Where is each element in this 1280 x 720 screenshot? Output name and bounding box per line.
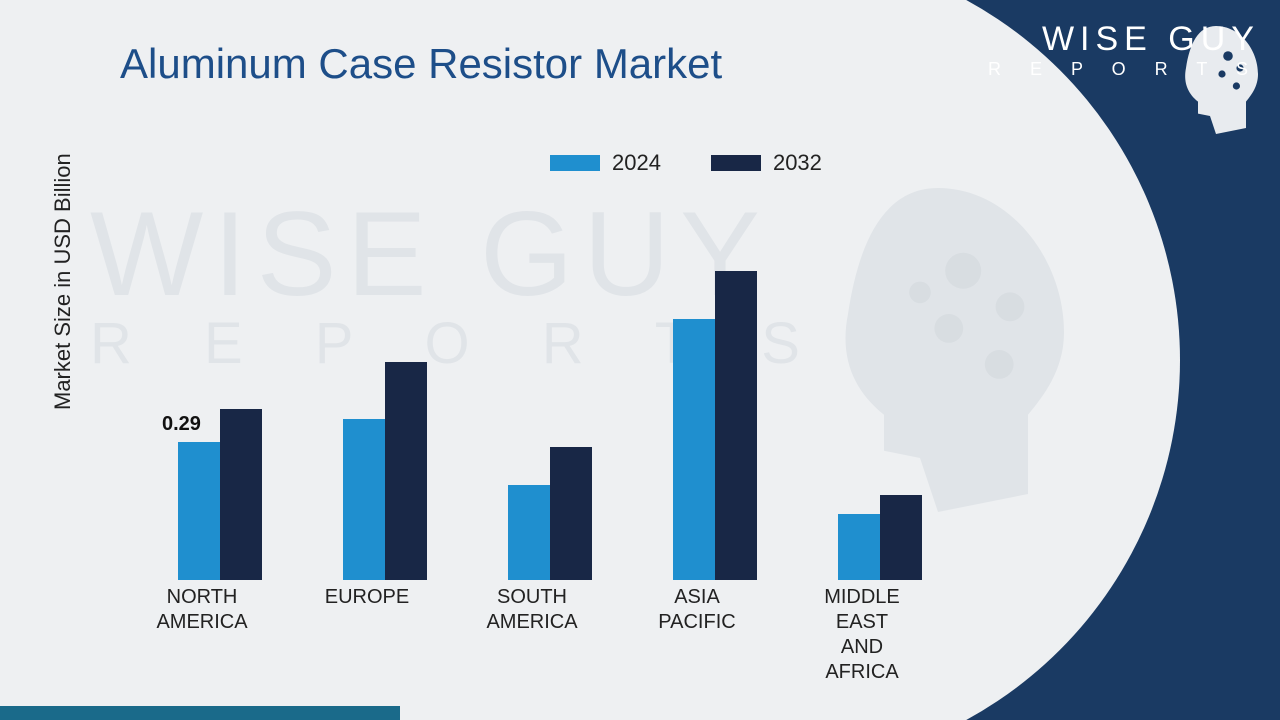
bar bbox=[880, 495, 922, 581]
legend: 2024 2032 bbox=[550, 150, 822, 176]
bar bbox=[838, 514, 880, 581]
x-category-label: EUROPE bbox=[307, 585, 427, 610]
legend-label-2024: 2024 bbox=[612, 150, 661, 176]
legend-swatch-2032 bbox=[711, 155, 761, 171]
bar bbox=[550, 447, 592, 580]
plot-area: 0.29 bbox=[130, 200, 970, 580]
bar bbox=[385, 362, 427, 581]
x-category-label: MIDDLEEASTANDAFRICA bbox=[802, 585, 922, 685]
x-category-label: NORTHAMERICA bbox=[142, 585, 262, 635]
legend-item-2032: 2032 bbox=[711, 150, 822, 176]
bar bbox=[715, 271, 757, 580]
brand-logo: WISE GUY R E P O R T S bbox=[988, 20, 1260, 80]
bar-group bbox=[490, 447, 610, 580]
bar bbox=[673, 319, 715, 580]
logo-line1: WISE GUY bbox=[988, 20, 1260, 59]
x-category-label: ASIAPACIFIC bbox=[637, 585, 757, 635]
legend-item-2024: 2024 bbox=[550, 150, 661, 176]
bar-value-label: 0.29 bbox=[162, 413, 201, 436]
bar-group bbox=[820, 495, 940, 581]
bar bbox=[178, 442, 220, 580]
bar-group bbox=[325, 362, 445, 581]
y-axis-label: Market Size in USD Billion bbox=[50, 153, 76, 410]
x-category-label: SOUTHAMERICA bbox=[472, 585, 592, 635]
legend-swatch-2024 bbox=[550, 155, 600, 171]
bar-group: 0.29 bbox=[160, 409, 280, 580]
bar bbox=[220, 409, 262, 580]
bar-group bbox=[655, 271, 775, 580]
chart-container: Market Size in USD Billion 2024 2032 0.2… bbox=[60, 150, 980, 710]
logo-line2: R E P O R T S bbox=[988, 59, 1260, 80]
chart-title: Aluminum Case Resistor Market bbox=[120, 40, 722, 88]
circle-cutout bbox=[960, 0, 1180, 720]
bar bbox=[343, 419, 385, 581]
bar bbox=[508, 485, 550, 580]
legend-label-2032: 2032 bbox=[773, 150, 822, 176]
